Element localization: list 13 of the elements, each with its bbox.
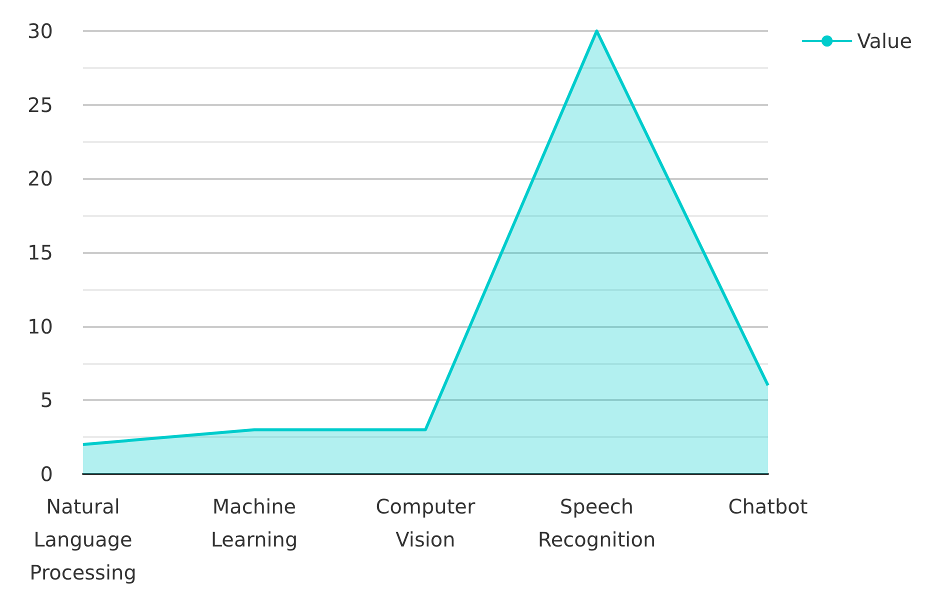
y-tick-label: 5 (40, 388, 53, 412)
y-tick-label: 20 (28, 166, 53, 191)
x-tick-label: Machine Learning (210, 494, 298, 552)
y-tick-label: 0 (40, 462, 53, 486)
x-tick-label: Speech Recognition (538, 494, 656, 552)
y-tick-label: 30 (28, 19, 53, 43)
x-tick-label: Natural Language Processing (30, 494, 136, 584)
legend-label: Value (857, 29, 912, 53)
y-tick-label: 25 (28, 92, 53, 117)
x-tick-label: Computer Vision (376, 494, 476, 552)
x-tick-label: Chatbot (728, 494, 808, 518)
y-tick-label: 10 (28, 314, 53, 338)
y-tick-label: 15 (28, 240, 53, 264)
